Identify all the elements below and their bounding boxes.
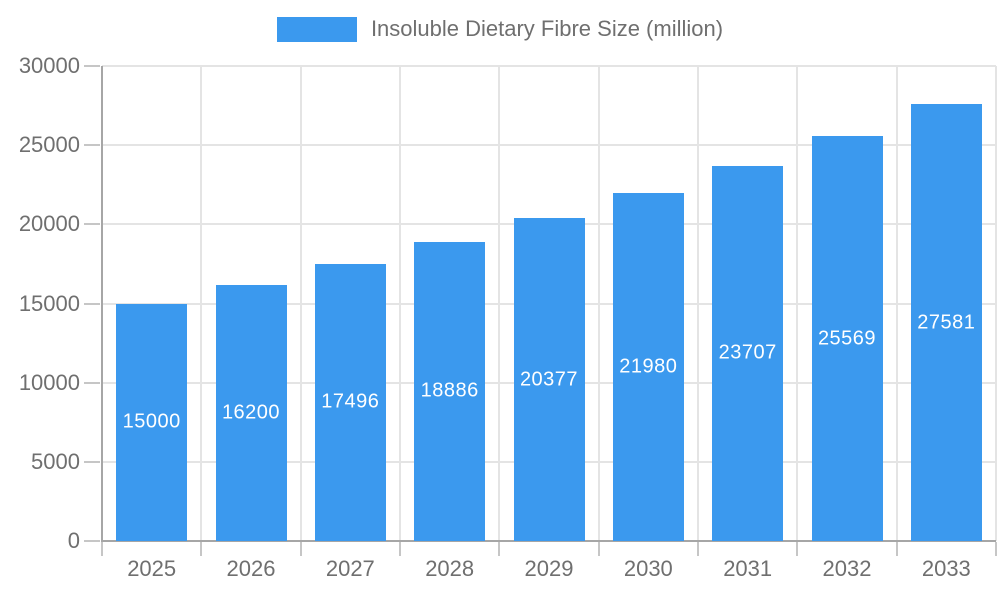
y-axis-tick	[84, 144, 100, 147]
x-gridline	[895, 66, 898, 541]
bar-2027[interactable]: 17496	[314, 263, 386, 541]
x-axis-tick	[895, 542, 898, 556]
x-gridline	[995, 66, 997, 541]
x-axis-tick	[200, 542, 203, 556]
bar-value-label: 17496	[321, 390, 380, 413]
x-gridline	[597, 66, 600, 541]
x-axis-tick	[498, 542, 501, 556]
x-gridline	[498, 66, 501, 541]
y-axis-tick-label: 25000	[18, 132, 80, 158]
x-axis-tick	[101, 542, 103, 556]
y-axis-tick-label: 0	[67, 528, 80, 553]
y-axis-tick	[84, 302, 100, 305]
y-gridline	[102, 144, 996, 147]
x-axis-tick-label: 2029	[524, 556, 574, 581]
y-gridline	[102, 65, 996, 67]
x-axis-tick-label: 2025	[127, 556, 177, 581]
x-axis-tick-label: 2031	[723, 556, 773, 581]
bar-2033[interactable]: 27581	[910, 104, 982, 541]
x-axis-tick-label: 2032	[822, 556, 872, 581]
x-axis-tick-label: 2030	[623, 556, 673, 581]
x-axis-tick-label: 2033	[921, 556, 971, 581]
x-gridline	[299, 66, 302, 541]
bar-value-label: 18886	[420, 379, 479, 402]
y-axis-tick-label: 10000	[18, 369, 80, 395]
x-gridline	[697, 66, 699, 541]
x-axis-tick	[399, 542, 401, 556]
bar-2029[interactable]: 20377	[513, 218, 585, 541]
bar-value-label: 23707	[718, 341, 777, 364]
x-axis-tick-label: 2028	[425, 556, 475, 581]
x-gridline	[796, 66, 799, 541]
y-axis-tick-label: 20000	[18, 211, 80, 237]
x-axis-tick-label: 2027	[325, 556, 375, 581]
y-axis-tick	[84, 540, 100, 542]
legend-swatch-icon	[276, 16, 357, 42]
bar-value-label: 20377	[519, 368, 579, 391]
bar-2032[interactable]: 25569	[811, 136, 883, 541]
y-axis-tick-label: 30000	[18, 53, 80, 78]
bar-value-label: 15000	[122, 410, 181, 433]
bar-2028[interactable]: 18886	[414, 241, 486, 541]
bar-2031[interactable]: 23707	[712, 165, 784, 541]
legend: Insoluble Dietary Fibre Size (million)	[0, 16, 1000, 42]
x-gridline	[200, 66, 203, 541]
y-axis-line	[101, 66, 103, 556]
y-axis-tick-label: 5000	[31, 448, 80, 474]
x-axis-tick	[796, 542, 799, 556]
bar-value-label: 21980	[619, 355, 678, 378]
bar-value-label: 16200	[221, 401, 281, 424]
y-axis-tick	[84, 65, 100, 67]
x-axis-tick	[995, 542, 997, 556]
bar-2025[interactable]: 15000	[116, 303, 188, 541]
x-axis-tick	[299, 542, 302, 556]
legend-item[interactable]: Insoluble Dietary Fibre Size (million)	[276, 16, 724, 42]
x-axis-tick-label: 2026	[226, 556, 276, 581]
bar-2026[interactable]: 16200	[215, 284, 287, 541]
y-axis-tick-label: 15000	[18, 290, 80, 316]
y-axis-tick	[84, 460, 100, 463]
y-axis-tick	[84, 223, 100, 226]
y-axis-tick	[84, 381, 100, 384]
bar-value-label: 25569	[817, 327, 877, 350]
x-gridline	[399, 66, 401, 541]
bar-value-label: 27581	[917, 311, 976, 334]
x-axis-tick	[697, 542, 699, 556]
x-axis-line	[102, 540, 996, 542]
bar-2030[interactable]: 21980	[612, 192, 684, 541]
legend-label: Insoluble Dietary Fibre Size (million)	[370, 16, 724, 41]
x-axis-tick	[597, 542, 600, 556]
